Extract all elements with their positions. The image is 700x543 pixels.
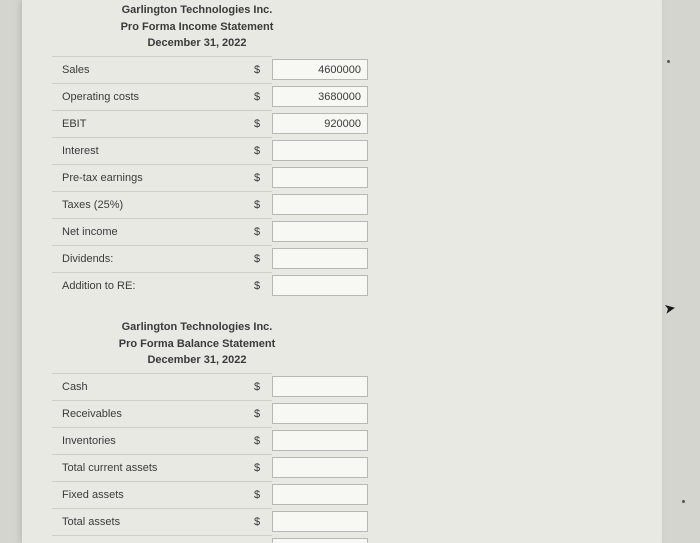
row-label: Fixed assets (52, 481, 242, 508)
receivables-input[interactable] (272, 403, 368, 424)
table-row: Net income $ (52, 218, 372, 245)
ebit-input[interactable] (272, 113, 368, 134)
income-company: Garlington Technologies Inc. (62, 0, 332, 19)
dividends-input[interactable] (272, 248, 368, 269)
row-label: Total current assets (52, 454, 242, 481)
table-row: Dividends: $ (52, 245, 372, 272)
row-label: Cash (52, 373, 242, 400)
currency-symbol: $ (242, 56, 272, 83)
currency-symbol: $ (242, 245, 272, 272)
table-row: Total assets $ (52, 508, 372, 535)
currency-symbol: $ (242, 400, 272, 427)
total-assets-input[interactable] (272, 511, 368, 532)
income-title: Pro Forma Income Statement (62, 19, 332, 36)
currency-symbol: $ (242, 481, 272, 508)
currency-symbol: $ (242, 535, 272, 543)
speck-icon (682, 500, 685, 503)
currency-symbol: $ (242, 427, 272, 454)
inventories-input[interactable] (272, 430, 368, 451)
row-label: Addition to RE: (52, 272, 242, 299)
income-header: Garlington Technologies Inc. Pro Forma I… (62, 0, 332, 52)
fixed-assets-input[interactable] (272, 484, 368, 505)
balance-date: December 31, 2022 (62, 352, 332, 369)
row-label: Dividends: (52, 245, 242, 272)
table-row: Interest $ (52, 137, 372, 164)
currency-symbol: $ (242, 218, 272, 245)
ap-input[interactable] (272, 538, 368, 543)
currency-symbol: $ (242, 373, 272, 400)
operating-costs-input[interactable] (272, 86, 368, 107)
cursor-icon: ➤ (663, 299, 678, 318)
row-label: Net income (52, 218, 242, 245)
worksheet-page: Garlington Technologies Inc. Pro Forma I… (22, 0, 662, 543)
currency-symbol: $ (242, 191, 272, 218)
cash-input[interactable] (272, 376, 368, 397)
taxes-input[interactable] (272, 194, 368, 215)
row-label: Sales (52, 56, 242, 83)
table-row: Receivables $ (52, 400, 372, 427)
speck-icon (667, 60, 670, 63)
tca-input[interactable] (272, 457, 368, 478)
balance-title: Pro Forma Balance Statement (62, 336, 332, 353)
table-row: Sales $ (52, 56, 372, 83)
row-label: Interest (52, 137, 242, 164)
row-label: Taxes (25%) (52, 191, 242, 218)
row-label: Receivables (52, 400, 242, 427)
table-row: Fixed assets $ (52, 481, 372, 508)
table-row: Pre-tax earnings $ (52, 164, 372, 191)
currency-symbol: $ (242, 272, 272, 299)
row-label: Inventories (52, 427, 242, 454)
currency-symbol: $ (242, 110, 272, 137)
currency-symbol: $ (242, 83, 272, 110)
balance-table: Cash $ Receivables $ Inventories $ Total… (52, 373, 372, 543)
addition-re-input[interactable] (272, 275, 368, 296)
balance-header: Garlington Technologies Inc. Pro Forma B… (62, 319, 332, 369)
row-label: Pre-tax earnings (52, 164, 242, 191)
table-row: Addition to RE: $ (52, 272, 372, 299)
row-label: Accounts payable (52, 535, 242, 543)
table-row: Total current assets $ (52, 454, 372, 481)
table-row: Cash $ (52, 373, 372, 400)
interest-input[interactable] (272, 140, 368, 161)
pretax-input[interactable] (272, 167, 368, 188)
row-label: EBIT (52, 110, 242, 137)
table-row: Accounts payable $ (52, 535, 372, 543)
currency-symbol: $ (242, 137, 272, 164)
currency-symbol: $ (242, 454, 272, 481)
table-row: Taxes (25%) $ (52, 191, 372, 218)
table-row: Operating costs $ (52, 83, 372, 110)
row-label: Operating costs (52, 83, 242, 110)
net-income-input[interactable] (272, 221, 368, 242)
income-table: Sales $ Operating costs $ EBIT $ Interes… (52, 56, 372, 300)
currency-symbol: $ (242, 508, 272, 535)
table-row: Inventories $ (52, 427, 372, 454)
sales-input[interactable] (272, 59, 368, 80)
currency-symbol: $ (242, 164, 272, 191)
income-date: December 31, 2022 (62, 35, 332, 52)
table-row: EBIT $ (52, 110, 372, 137)
row-label: Total assets (52, 508, 242, 535)
balance-company: Garlington Technologies Inc. (62, 319, 332, 336)
